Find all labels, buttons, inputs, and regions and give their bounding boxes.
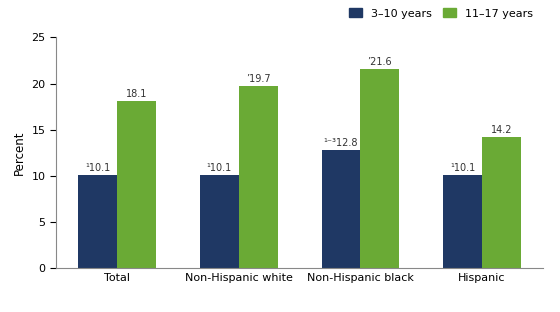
- Bar: [482, 137, 521, 268]
- Text: 14.2: 14.2: [491, 125, 512, 135]
- Y-axis label: Percent: Percent: [13, 131, 26, 175]
- Bar: [239, 86, 278, 268]
- Legend: 3–10 years, 11–17 years: 3–10 years, 11–17 years: [344, 4, 538, 23]
- Text: ¹10.1: ¹10.1: [450, 163, 475, 173]
- Text: 18.1: 18.1: [126, 89, 147, 99]
- Text: ¹10.1: ¹10.1: [85, 163, 110, 173]
- Bar: [117, 101, 156, 268]
- Text: ’21.6: ’21.6: [367, 56, 392, 66]
- Text: ¹10.1: ¹10.1: [207, 163, 232, 173]
- Bar: [321, 150, 361, 268]
- Bar: [78, 175, 117, 268]
- Bar: [443, 175, 482, 268]
- Text: ¹⁻³12.8: ¹⁻³12.8: [324, 138, 358, 148]
- Bar: [200, 175, 239, 268]
- Bar: [361, 69, 399, 268]
- Text: ’19.7: ’19.7: [246, 74, 270, 84]
